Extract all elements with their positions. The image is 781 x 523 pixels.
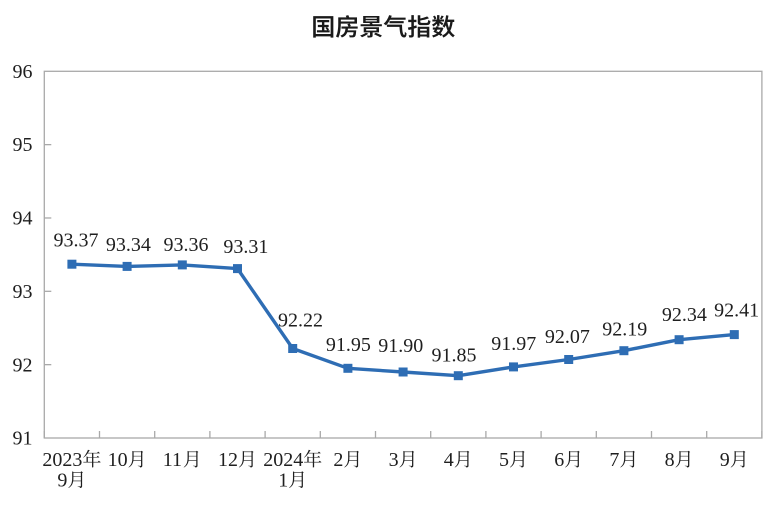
- svg-text:91.85: 91.85: [432, 345, 477, 367]
- svg-text:95: 95: [13, 134, 33, 156]
- svg-text:96: 96: [13, 61, 33, 83]
- svg-text:91.90: 91.90: [378, 335, 423, 357]
- svg-text:7: 7: [609, 449, 619, 471]
- svg-text:93.34: 93.34: [106, 234, 151, 256]
- svg-text:92: 92: [13, 354, 33, 376]
- svg-text:91.97: 91.97: [491, 333, 536, 355]
- svg-text:6: 6: [554, 449, 564, 471]
- svg-text:2: 2: [333, 449, 343, 471]
- svg-text:93.37: 93.37: [54, 230, 99, 252]
- svg-text:93.36: 93.36: [164, 234, 209, 256]
- svg-text:91: 91: [13, 428, 33, 450]
- svg-text:12: 12: [218, 449, 238, 471]
- svg-text:2023: 2023: [42, 449, 82, 471]
- svg-text:8: 8: [665, 449, 675, 471]
- svg-text:2024: 2024: [263, 449, 303, 471]
- svg-text:1: 1: [278, 470, 288, 492]
- svg-text:91.95: 91.95: [326, 334, 371, 356]
- svg-text:5: 5: [499, 449, 509, 471]
- svg-text:92.41: 92.41: [714, 299, 759, 321]
- svg-text:94: 94: [13, 208, 33, 230]
- svg-text:3: 3: [389, 449, 399, 471]
- svg-text:92.07: 92.07: [545, 326, 590, 348]
- svg-text:9: 9: [57, 470, 67, 492]
- svg-text:4: 4: [444, 449, 454, 471]
- svg-text:92.19: 92.19: [602, 318, 647, 340]
- svg-text:9: 9: [720, 449, 730, 471]
- svg-text:92.22: 92.22: [278, 310, 323, 332]
- svg-text:93: 93: [13, 281, 33, 303]
- svg-text:93.31: 93.31: [223, 236, 268, 258]
- svg-text:11: 11: [163, 449, 182, 471]
- svg-text:92.34: 92.34: [662, 304, 707, 326]
- svg-text:10: 10: [108, 449, 128, 471]
